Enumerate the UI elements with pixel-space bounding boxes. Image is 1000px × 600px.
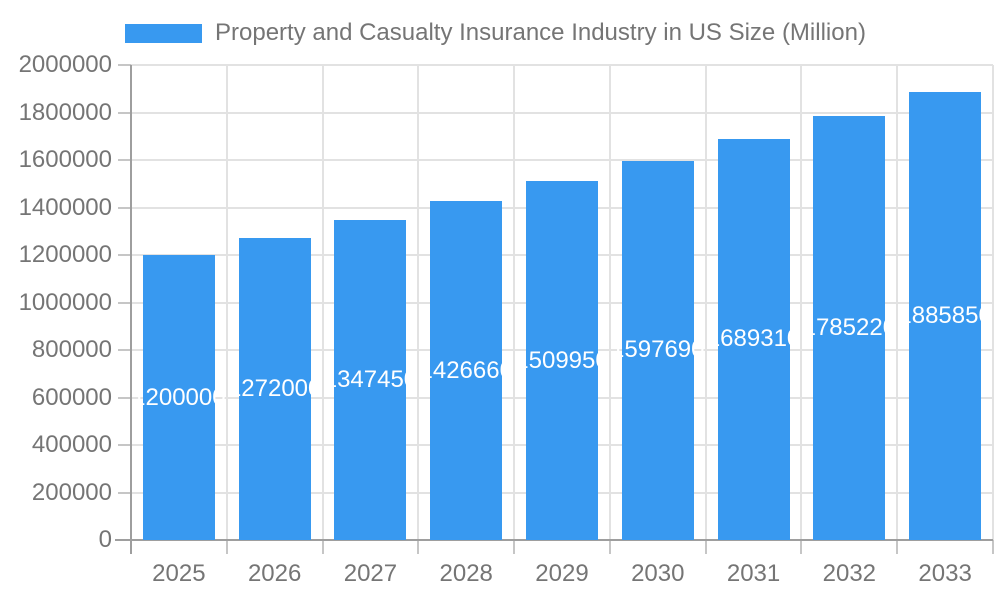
v-gridline [704,65,707,540]
y-tick [118,396,131,399]
y-axis-label: 1600000 [18,146,112,173]
x-tick [992,540,994,554]
y-tick [118,491,131,494]
v-gridline [608,65,611,540]
bar-2026[interactable] [238,237,311,540]
y-tick [118,254,131,256]
x-tick [896,540,899,554]
v-gridline [992,65,994,540]
v-gridline [800,65,803,540]
y-tick [118,64,131,66]
y-tick [118,444,131,446]
y-axis-label: 1200000 [18,241,112,268]
x-axis-label: 2032 [822,560,877,587]
y-tick [118,349,131,351]
x-axis-label: 2030 [631,560,685,587]
v-gridline [417,65,420,540]
bar-2032[interactable] [813,116,886,540]
y-axis-label: 400000 [31,431,112,458]
y-axis-label: 0 [98,526,112,553]
x-axis-line [115,539,993,541]
y-axis-label: 200000 [31,478,112,506]
bar-2033[interactable] [909,92,982,540]
y-tick [118,206,131,209]
y-axis-label: 600000 [31,383,112,411]
x-tick [513,540,516,554]
bar-2029[interactable] [526,181,598,540]
x-tick [225,540,228,554]
x-axis-label: 2033 [918,560,972,587]
y-tick [118,159,131,161]
y-axis-label: 1000000 [18,288,112,316]
x-axis-label: 2027 [343,560,398,587]
y-axis-label: 2000000 [18,51,112,78]
x-tick [417,540,420,554]
legend[interactable]: Property and Casualty Insurance Industry… [125,19,866,47]
bar-2027[interactable] [334,219,407,540]
y-axis-label: 1800000 [18,98,112,126]
bar-2028[interactable] [430,201,503,540]
v-gridline [321,65,324,540]
x-tick [321,540,324,554]
bar-2025[interactable] [142,255,215,540]
legend-swatch-icon[interactable] [125,23,202,43]
x-axis-label: 2025 [152,560,206,587]
y-tick [118,111,131,114]
x-axis-label: 2031 [726,560,781,587]
v-gridline [896,65,899,540]
h-gridline [131,159,993,161]
v-gridline [225,65,228,540]
h-gridline [131,111,993,114]
x-axis-label: 2029 [535,560,589,587]
x-axis-label: 2028 [439,560,493,587]
y-axis-line [130,65,132,554]
x-tick [704,540,707,554]
x-tick [608,540,611,554]
bar-2030[interactable] [621,160,694,540]
bar-2031[interactable] [717,138,790,540]
y-axis-label: 800000 [31,336,112,363]
y-tick [118,301,131,304]
x-tick [800,540,803,554]
y-axis-label: 1400000 [18,193,112,221]
x-axis-label: 2026 [247,560,302,587]
h-gridline [131,64,993,66]
v-gridline [513,65,516,540]
chart-title: Property and Casualty Insurance Industry… [215,19,866,46]
